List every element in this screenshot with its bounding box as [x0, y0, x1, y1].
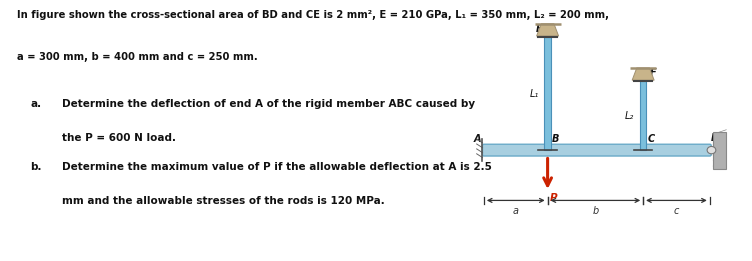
- Text: L₂: L₂: [625, 111, 635, 121]
- Bar: [713, 132, 726, 169]
- Polygon shape: [537, 24, 559, 36]
- Text: mm and the allowable stresses of the rods is 120 MPa.: mm and the allowable stresses of the rod…: [62, 196, 384, 206]
- Text: B: B: [552, 134, 559, 144]
- Text: In figure shown the cross-sectional area of BD and CE is 2 mm², E = 210 GPa, L₁ : In figure shown the cross-sectional area…: [17, 10, 608, 20]
- Text: b: b: [593, 206, 599, 216]
- Text: D: D: [711, 133, 718, 143]
- Text: Determine the maximum value of P if the allowable deflection at A is 2.5: Determine the maximum value of P if the …: [62, 162, 492, 172]
- Text: the P = 600 N load.: the P = 600 N load.: [62, 133, 176, 143]
- Text: L₁: L₁: [529, 89, 539, 99]
- Bar: [640, 81, 646, 150]
- Bar: [544, 37, 550, 150]
- Text: A: A: [474, 134, 481, 144]
- Text: E: E: [535, 24, 542, 34]
- Text: P: P: [550, 193, 557, 203]
- Text: a.: a.: [30, 99, 41, 109]
- Text: b.: b.: [30, 162, 41, 172]
- Text: c: c: [674, 206, 679, 216]
- Text: Determine the deflection of end A of the rigid member ABC caused by: Determine the deflection of end A of the…: [62, 99, 475, 109]
- Text: F: F: [650, 68, 656, 79]
- FancyBboxPatch shape: [483, 144, 711, 156]
- Text: a = 300 mm, b = 400 mm and c = 250 mm.: a = 300 mm, b = 400 mm and c = 250 mm.: [17, 52, 257, 62]
- Circle shape: [707, 146, 716, 154]
- Polygon shape: [632, 68, 654, 80]
- Text: C: C: [647, 134, 654, 144]
- Text: a: a: [513, 206, 519, 216]
